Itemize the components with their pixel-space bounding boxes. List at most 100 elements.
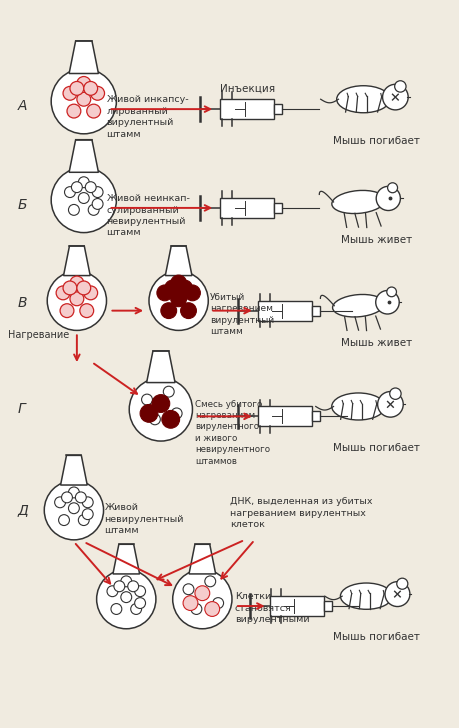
Circle shape [70, 292, 84, 306]
Text: А: А [17, 99, 27, 113]
Polygon shape [69, 41, 98, 74]
Circle shape [195, 586, 209, 601]
Ellipse shape [331, 191, 384, 213]
Circle shape [151, 395, 169, 412]
Circle shape [128, 581, 138, 592]
Circle shape [164, 280, 180, 296]
Text: Д: Д [17, 503, 28, 517]
Text: Живой
невирулентный
штамм: Живой невирулентный штамм [104, 503, 184, 535]
Circle shape [170, 291, 186, 306]
Circle shape [77, 281, 90, 295]
Polygon shape [69, 140, 98, 173]
Circle shape [107, 586, 118, 597]
Circle shape [82, 497, 93, 507]
Circle shape [149, 414, 160, 424]
Circle shape [62, 492, 72, 503]
Circle shape [56, 286, 70, 300]
Circle shape [111, 604, 122, 614]
Circle shape [171, 408, 182, 419]
Circle shape [71, 182, 82, 193]
Polygon shape [146, 351, 175, 383]
Circle shape [161, 303, 176, 319]
Circle shape [396, 578, 407, 589]
Circle shape [82, 509, 93, 520]
Circle shape [47, 271, 106, 331]
Circle shape [64, 186, 75, 197]
Circle shape [78, 515, 89, 526]
Circle shape [58, 515, 69, 526]
Text: Убитый
нагреванием
вирулентный
штамм: Убитый нагреванием вирулентный штамм [210, 293, 274, 336]
Circle shape [84, 82, 97, 95]
Circle shape [68, 205, 79, 215]
Circle shape [183, 584, 194, 595]
Text: Клетки
становятся
вирулентными: Клетки становятся вирулентными [235, 592, 309, 624]
Circle shape [121, 592, 131, 603]
Circle shape [387, 183, 397, 193]
Circle shape [375, 290, 398, 314]
Circle shape [204, 576, 215, 587]
Circle shape [51, 167, 116, 233]
Circle shape [70, 82, 84, 95]
Circle shape [130, 604, 141, 614]
Circle shape [176, 280, 192, 296]
Circle shape [70, 276, 84, 290]
Text: Б: Б [17, 198, 27, 212]
Text: Живой неинкап-
сулированный
невирулентный
штамм: Живой неинкап- сулированный невирулентны… [106, 194, 189, 237]
Circle shape [190, 604, 202, 614]
Text: ДНК, выделенная из убитых
нагреванием вирулентных
клеток: ДНК, выделенная из убитых нагреванием ви… [230, 497, 372, 529]
Circle shape [60, 304, 74, 317]
Polygon shape [165, 246, 191, 276]
Polygon shape [63, 246, 90, 276]
Circle shape [377, 392, 403, 417]
Ellipse shape [340, 583, 392, 609]
Circle shape [384, 582, 409, 606]
Polygon shape [113, 545, 139, 574]
Circle shape [204, 601, 219, 617]
Text: Нагревание: Нагревание [8, 331, 69, 341]
Circle shape [68, 487, 79, 498]
FancyBboxPatch shape [311, 306, 319, 316]
Circle shape [92, 186, 103, 197]
Circle shape [44, 480, 103, 540]
Circle shape [184, 285, 200, 301]
Ellipse shape [336, 86, 389, 113]
Circle shape [78, 177, 89, 188]
Circle shape [141, 394, 152, 405]
Text: Мышь живет: Мышь живет [340, 234, 411, 245]
Text: Инъекция: Инъекция [220, 83, 275, 93]
Polygon shape [61, 456, 87, 485]
Circle shape [77, 76, 90, 90]
Circle shape [88, 205, 99, 215]
Text: Г: Г [17, 403, 25, 416]
Polygon shape [189, 545, 215, 574]
Text: Мышь погибает: Мышь погибает [332, 632, 419, 641]
Circle shape [63, 87, 77, 100]
Circle shape [63, 281, 77, 295]
FancyBboxPatch shape [274, 104, 282, 114]
Text: Смесь убитого
нагреванием
вирулентного
и живого
невирулентного
штаммов: Смесь убитого нагреванием вирулентного и… [195, 400, 270, 466]
Circle shape [78, 193, 89, 203]
Text: Мышь погибает: Мышь погибает [332, 443, 419, 453]
Circle shape [180, 303, 196, 319]
Text: В: В [17, 296, 27, 309]
Circle shape [140, 405, 157, 422]
FancyBboxPatch shape [220, 99, 274, 119]
Circle shape [149, 271, 208, 331]
Circle shape [163, 387, 174, 397]
Circle shape [68, 503, 79, 514]
Circle shape [92, 199, 103, 210]
Circle shape [90, 87, 104, 100]
Circle shape [114, 581, 124, 592]
Circle shape [162, 411, 179, 428]
FancyBboxPatch shape [257, 406, 311, 426]
Circle shape [55, 497, 65, 507]
Circle shape [80, 304, 94, 317]
Text: Живой инкапсу-
лированный
вирулентный
штамм: Живой инкапсу- лированный вирулентный шт… [106, 95, 188, 138]
Circle shape [134, 598, 145, 609]
Circle shape [87, 104, 101, 118]
FancyBboxPatch shape [274, 203, 282, 213]
Circle shape [75, 492, 86, 503]
Circle shape [382, 84, 407, 110]
Circle shape [183, 596, 197, 611]
Circle shape [170, 275, 186, 291]
